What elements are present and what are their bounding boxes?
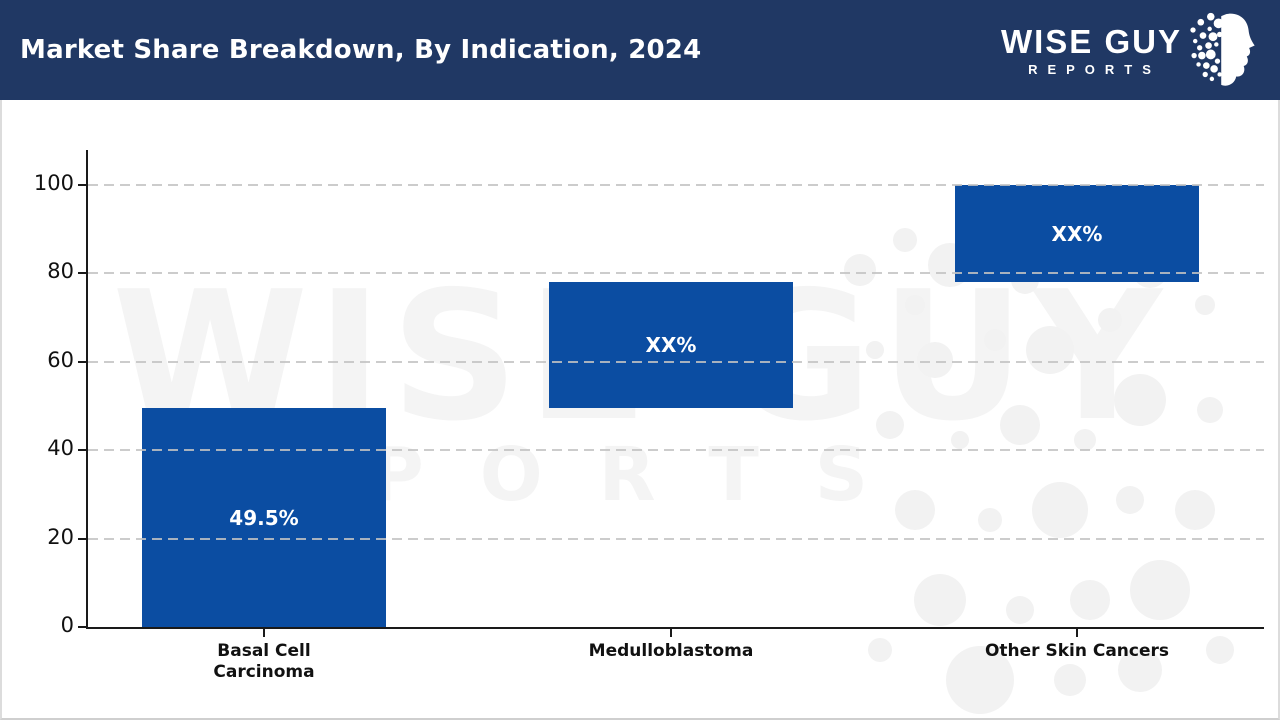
x-category-label-basal-cell-carcinoma: Basal Cell Carcinoma [213,641,315,683]
y-tick-100 [78,184,86,186]
page-title: Market Share Breakdown, By Indication, 2… [20,35,702,65]
x-category-label-other-skin-cancers: Other Skin Cancers [984,641,1170,661]
chart-canvas: WISE GUY REPORTS 0 20 40 60 80 100 49.5% XX% XX%… [0,100,1280,720]
x-category-label-medulloblastoma: Medulloblastoma [588,641,754,661]
logo-subtitle: REPORTS [1028,61,1161,77]
bar-basal-cell-carcinoma: 49.5% [142,408,386,627]
gridline-80 [88,272,1264,275]
gridline-60 [88,360,1264,363]
y-tick-20 [78,537,86,540]
x-tick-medulloblastoma [670,627,672,637]
header-bar: Market Share Breakdown, By Indication, 2… [0,0,1280,100]
y-tick-label-0: 0 [60,613,74,637]
y-tick-label-40: 40 [47,436,74,461]
y-axis-line [86,150,88,629]
gridline-100 [88,184,1264,186]
bar-other-skin-cancers: XX% [955,185,1199,283]
y-tick-label-100: 100 [33,171,74,195]
y-tick-40 [78,449,86,452]
gridline-20 [88,537,1264,540]
bar-value-label: XX% [1051,221,1103,246]
wise-guy-reports-logo: WISE GUY REPORTS [1001,10,1262,90]
y-tick-label-80: 80 [47,259,74,284]
logo-wordmark: WISE GUY [1000,22,1182,60]
y-tick-label-20: 20 [47,524,74,549]
x-axis-line [86,627,1264,629]
x-tick-basal-cell-carcinoma [263,627,265,637]
x-tick-other-skin-cancers [1076,627,1078,637]
gridline-40 [88,449,1264,452]
y-tick-0 [78,626,86,628]
bar-medulloblastoma: XX% [549,282,793,409]
y-tick-60 [78,360,86,363]
bar-value-label: 49.5% [229,505,299,530]
dotted-face-icon [1190,12,1255,86]
logo-text: WISE GUY REPORTS [1001,25,1182,76]
y-tick-80 [78,272,86,275]
y-tick-label-60: 60 [47,347,74,372]
bar-value-label: XX% [645,333,697,358]
